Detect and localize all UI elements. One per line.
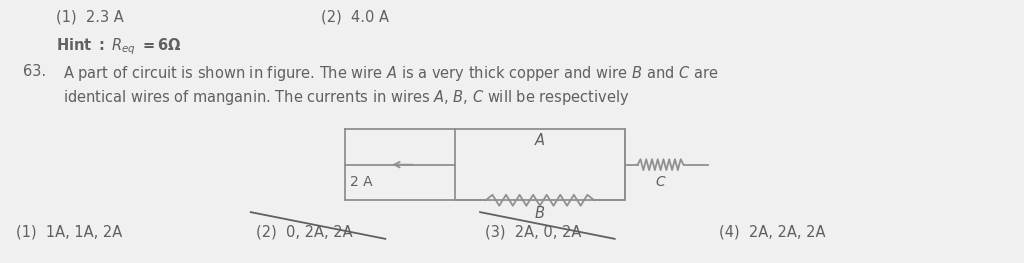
Text: (2)  0, 2A, 2A: (2) 0, 2A, 2A (256, 224, 352, 239)
Text: 2 A: 2 A (350, 175, 373, 189)
Text: A part of circuit is shown in figure. The wire $A$ is a very thick copper and wi: A part of circuit is shown in figure. Th… (63, 64, 719, 83)
Text: identical wires of manganin. The currents in wires $A$, $B$, $C$ will be respect: identical wires of manganin. The current… (63, 88, 630, 108)
Text: (4)  2A, 2A, 2A: (4) 2A, 2A, 2A (720, 224, 826, 239)
Text: $\mathbf{Hint}$ $\mathbf{:}$ $\mathit{R}_{eq}$ $\mathbf{= 6\Omega}$: $\mathbf{Hint}$ $\mathbf{:}$ $\mathit{R}… (56, 36, 182, 57)
Text: (3)  2A, 0, 2A: (3) 2A, 0, 2A (485, 224, 582, 239)
Text: $A$: $A$ (535, 132, 546, 148)
Text: $B$: $B$ (535, 205, 546, 221)
Text: (1)  1A, 1A, 2A: (1) 1A, 1A, 2A (16, 224, 123, 239)
Text: 63.: 63. (24, 64, 46, 79)
Text: $C$: $C$ (654, 175, 667, 189)
Text: (2)  4.0 A: (2) 4.0 A (321, 9, 388, 24)
Text: (1)  2.3 A: (1) 2.3 A (56, 9, 124, 24)
